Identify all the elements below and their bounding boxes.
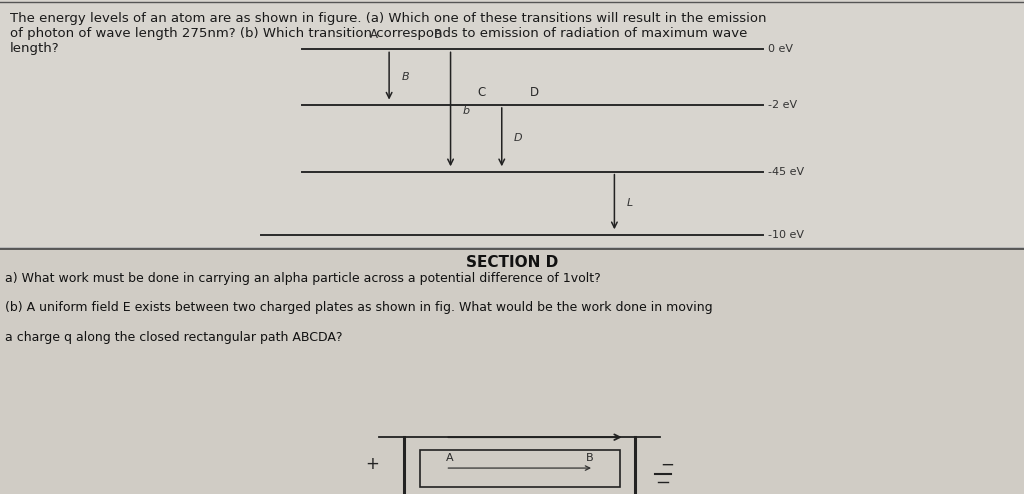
Text: SECTION D: SECTION D [466, 255, 558, 270]
Text: L: L [627, 198, 633, 208]
Bar [420, 450, 620, 487]
Text: -2 eV: -2 eV [768, 100, 797, 110]
Text: −: − [660, 455, 675, 473]
Text: (b) A uniform field E exists between two charged plates as shown in fig. What wo: (b) A uniform field E exists between two… [5, 301, 713, 314]
Text: length?: length? [10, 42, 59, 55]
Bar [0, 249, 1024, 494]
Text: The energy levels of an atom are as shown in figure. (a) Which one of these tran: The energy levels of an atom are as show… [10, 12, 767, 25]
Text: 0 eV: 0 eV [768, 44, 793, 54]
Text: B: B [434, 28, 442, 41]
Bar [0, 0, 1024, 247]
Text: b: b [463, 106, 470, 116]
Text: a charge q along the closed rectangular path ABCDA?: a charge q along the closed rectangular … [5, 331, 343, 344]
Text: C: C [477, 86, 485, 99]
Text: -45 eV: -45 eV [768, 166, 804, 177]
Text: -10 eV: -10 eV [768, 230, 804, 240]
Text: A: A [445, 453, 453, 463]
Text: a) What work must be done in carrying an alpha particle across a potential diffe: a) What work must be done in carrying an… [5, 272, 601, 285]
Text: A: A [370, 28, 378, 41]
Text: D: D [514, 133, 522, 143]
Text: D: D [530, 86, 539, 99]
Text: +: + [365, 455, 379, 473]
Text: of photon of wave length 275nm? (b) Which transition corresponds to emission of : of photon of wave length 275nm? (b) Whic… [10, 27, 748, 40]
Text: B: B [401, 72, 409, 82]
Text: B: B [587, 453, 594, 463]
